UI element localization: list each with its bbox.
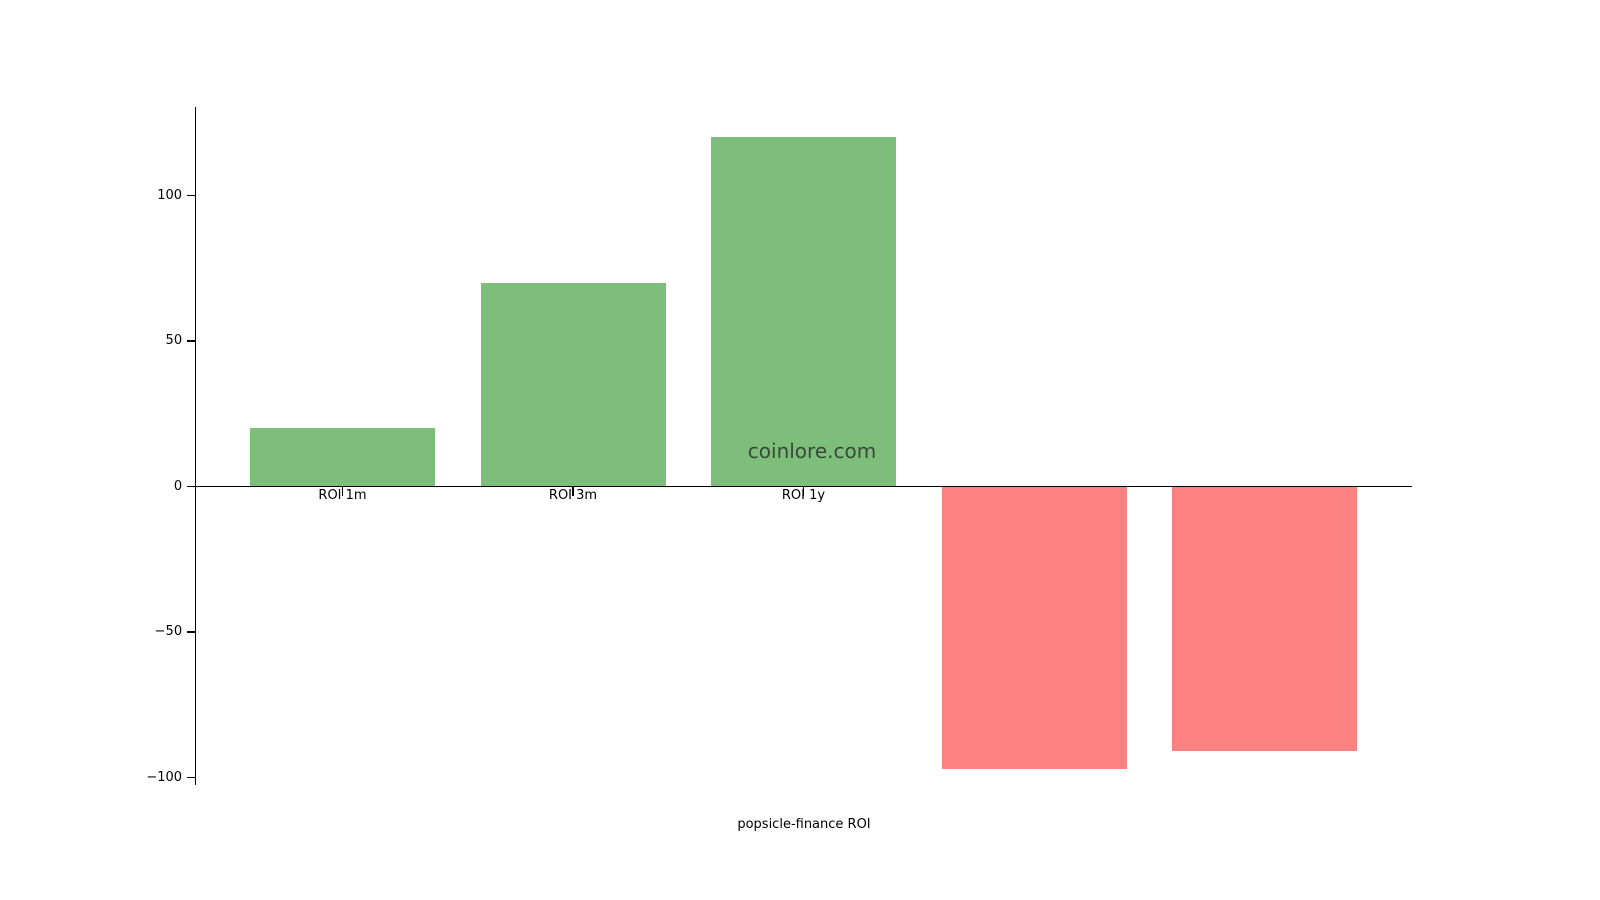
x-tick-mark	[802, 487, 805, 497]
y-tick-label: 0	[173, 478, 183, 494]
y-axis-line	[194, 107, 196, 785]
bar-4	[1172, 486, 1357, 752]
watermark-text: coinlore.com	[747, 439, 877, 463]
x-tick-mark	[572, 487, 574, 497]
y-tick-label: −50	[154, 624, 183, 639]
x-tick-label: ROI 3m	[548, 488, 598, 503]
bar-3	[941, 486, 1127, 769]
x-tick-mark	[341, 487, 344, 497]
y-tick-label: −100	[146, 769, 183, 785]
bar-1	[480, 282, 666, 487]
x-axis-zero-line	[196, 485, 1412, 488]
x-tick-label: ROI 1y	[781, 488, 826, 503]
y-tick-label: 50	[165, 333, 183, 348]
x-tick-label: ROI 1m	[318, 488, 367, 503]
y-tick-mark	[187, 194, 195, 197]
bar-2	[711, 137, 896, 487]
y-tick-mark	[187, 340, 195, 342]
y-tick-mark	[187, 776, 195, 779]
y-tick-label: 100	[157, 187, 183, 203]
y-tick-mark	[187, 485, 195, 488]
chart-title: popsicle-finance ROI	[737, 817, 871, 832]
bar-0	[250, 428, 435, 487]
y-tick-mark	[187, 631, 195, 633]
